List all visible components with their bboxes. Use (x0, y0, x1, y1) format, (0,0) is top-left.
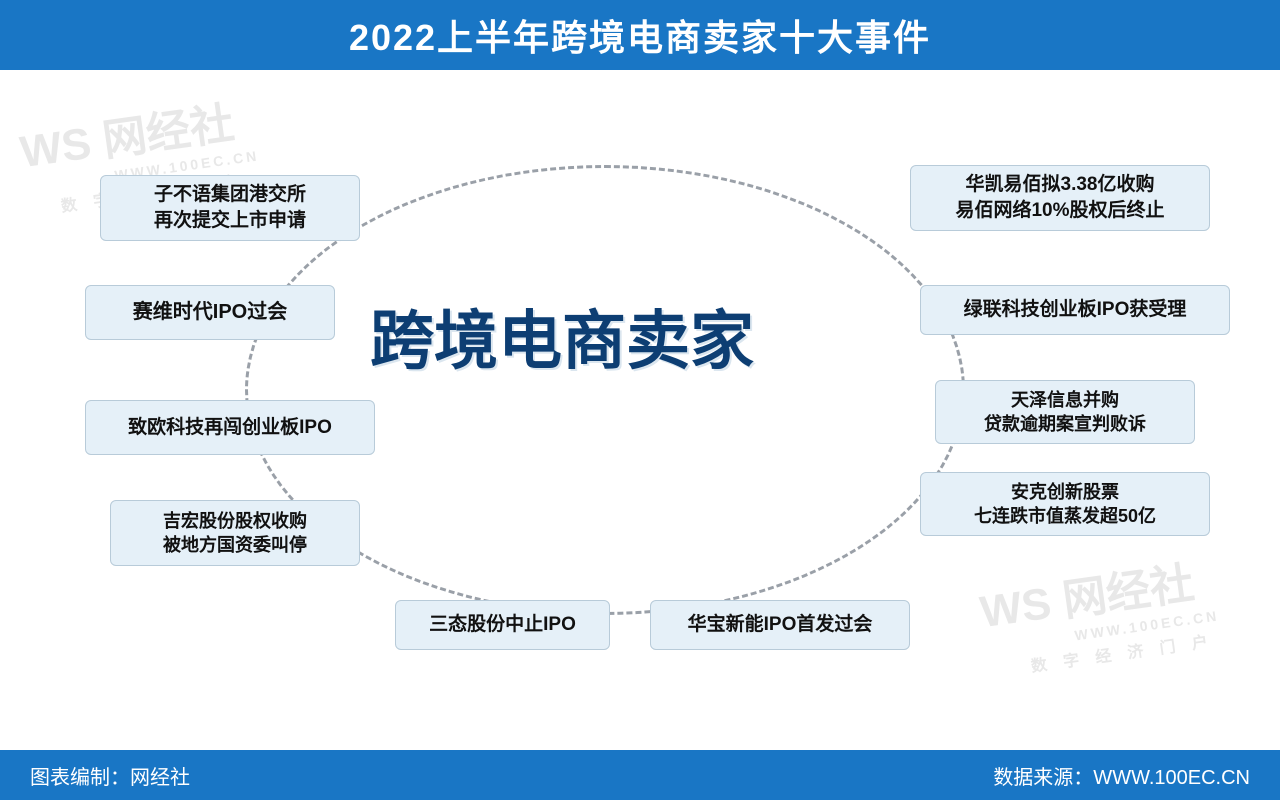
footer-left: 图表编制：网经社 (30, 761, 190, 790)
page-title: 2022上半年跨境电商卖家十大事件 (349, 9, 931, 61)
diagram-canvas: WS 网经社 WWW.100EC.CN 数 字 经 济 门 户 WS 网经社 W… (0, 70, 1280, 750)
watermark-bottom-right: WS 网经社 WWW.100EC.CN (976, 544, 1221, 656)
center-label: 跨境电商卖家 (370, 290, 754, 382)
event-box-1: 子不语集团港交所 再次提交上市申请 (100, 175, 360, 241)
event-box-9: 天泽信息并购 贷款逾期案宣判败诉 (935, 380, 1195, 444)
event-box-4: 吉宏股份股权收购 被地方国资委叫停 (110, 500, 360, 566)
event-box-3: 致欧科技再闯创业板IPO (85, 400, 375, 455)
footer-bar: 图表编制：网经社 数据来源：WWW.100EC.CN (0, 750, 1280, 800)
footer-right: 数据来源：WWW.100EC.CN (993, 761, 1250, 790)
event-box-6: 华宝新能IPO首发过会 (650, 600, 910, 650)
event-box-7: 华凯易佰拟3.38亿收购 易佰网络10%股权后终止 (910, 165, 1210, 231)
watermark-sub-bottom: 数 字 经 济 门 户 (1029, 627, 1215, 676)
header-bar: 2022上半年跨境电商卖家十大事件 (0, 0, 1280, 70)
event-box-2: 赛维时代IPO过会 (85, 285, 335, 340)
event-box-5: 三态股份中止IPO (395, 600, 610, 650)
event-box-8: 绿联科技创业板IPO获受理 (920, 285, 1230, 335)
event-box-10: 安克创新股票 七连跌市值蒸发超50亿 (920, 472, 1210, 536)
